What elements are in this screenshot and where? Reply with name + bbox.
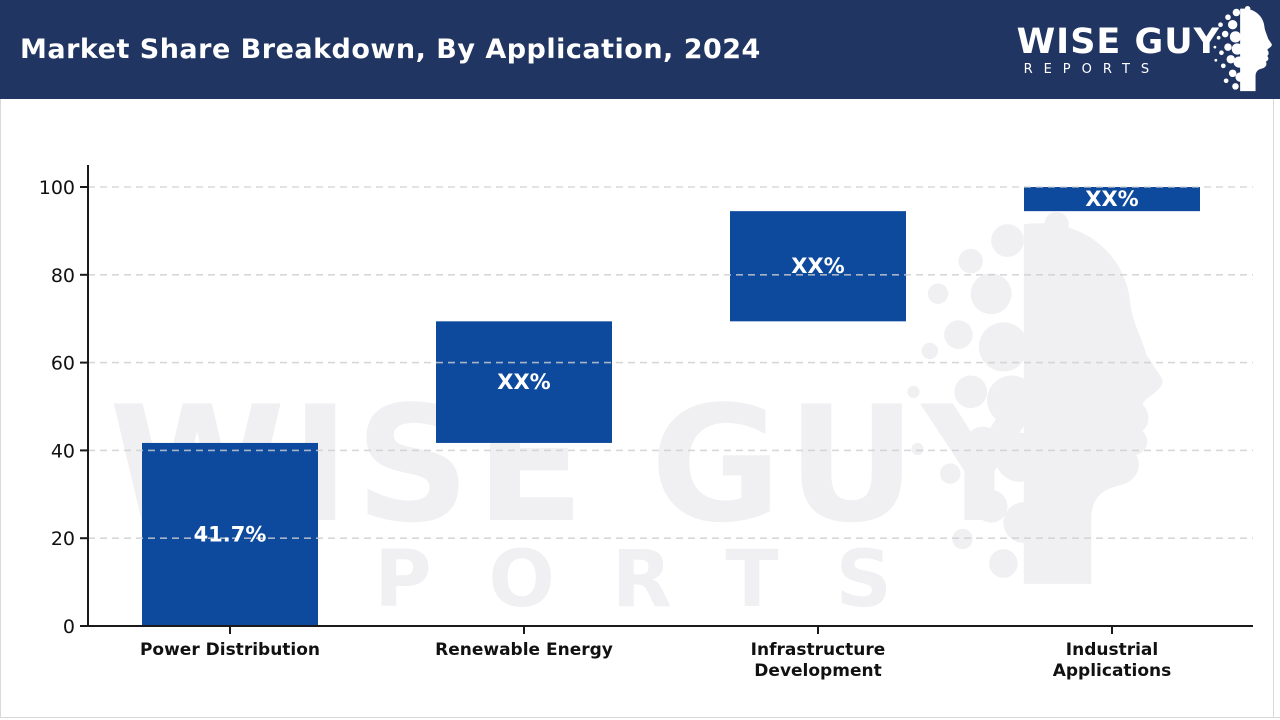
wise-guy-logo: WISE GUY REPORTS [1017, 8, 1274, 92]
bar-segment-2 [730, 211, 906, 322]
y-tick-label-0: 0 [63, 616, 75, 638]
bar-value-label-3: XX% [1085, 187, 1138, 211]
logo-text: WISE GUY REPORTS [1017, 23, 1220, 78]
bar-segment-1 [436, 321, 612, 443]
header-bar: Market Share Breakdown, By Application, … [0, 0, 1280, 99]
bar-value-label-2: XX% [791, 254, 844, 278]
bar-segment-3 [1024, 187, 1200, 212]
bar-value-label-1: XX% [497, 370, 550, 394]
y-tick-label-80: 80 [51, 265, 75, 287]
y-tick-label-20: 20 [51, 528, 75, 550]
x-category-label-2: Infrastructure Development [751, 640, 886, 681]
x-category-label-1: Renewable Energy [435, 640, 613, 660]
x-category-label-3: Industrial Applications [1053, 640, 1172, 681]
y-tick-label-60: 60 [51, 353, 75, 375]
page-title: Market Share Breakdown, By Application, … [20, 34, 761, 65]
content-border-bottom [0, 717, 1280, 718]
bar-value-label-0: 41.7% [194, 522, 267, 546]
y-tick-label-100: 100 [39, 177, 75, 199]
logo-wordmark: WISE GUY [1016, 21, 1220, 62]
bar-segment-0 [142, 442, 318, 626]
x-category-label-0: Power Distribution [140, 640, 320, 660]
content-border-right [1273, 99, 1274, 718]
y-tick-label-40: 40 [51, 440, 75, 462]
logo-subtitle: REPORTS [1023, 62, 1161, 78]
